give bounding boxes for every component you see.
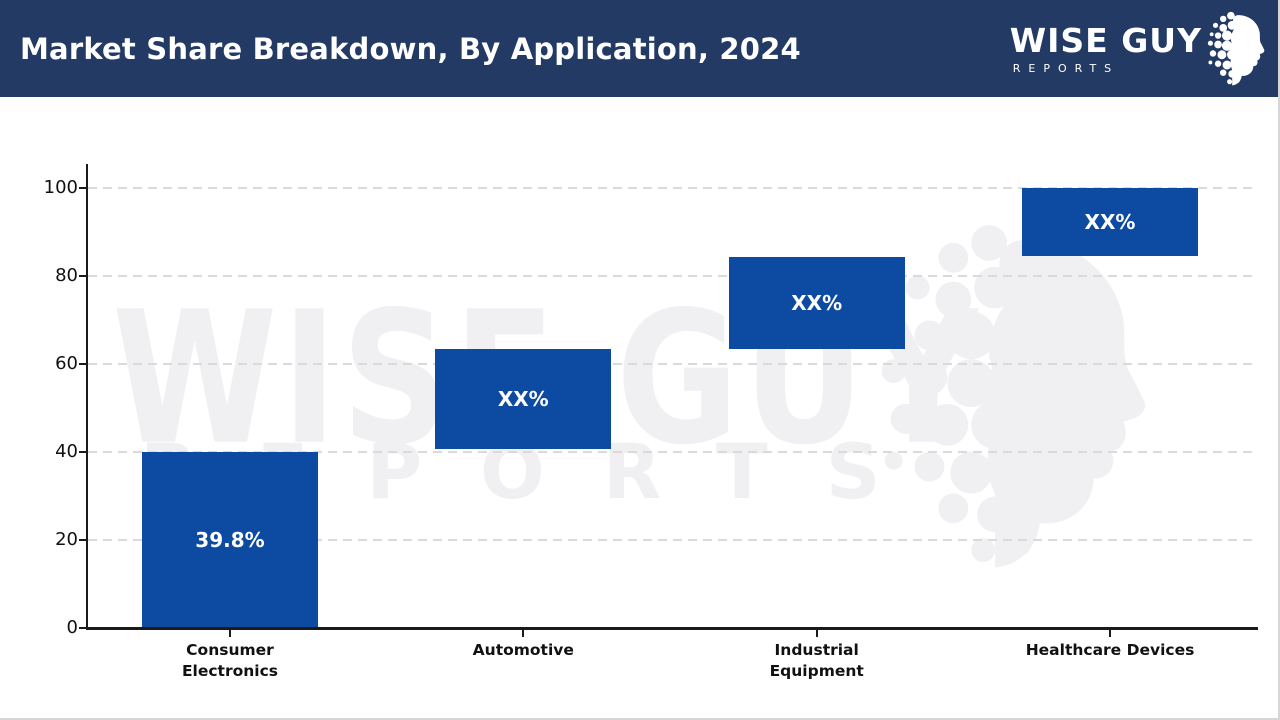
logo-text: WISE GUY REPORTS	[1009, 21, 1202, 76]
x-axis-line	[86, 627, 1258, 630]
y-tick-label-100: 100	[43, 176, 78, 198]
x-axis-label-automotive: Automotive	[472, 641, 574, 659]
y-tick-40	[79, 450, 86, 453]
bar-automotive	[435, 349, 612, 450]
x-tick-healthcare-devices	[1109, 630, 1111, 637]
y-axis-line	[86, 164, 88, 630]
gridline-20	[88, 538, 1258, 541]
x-tick-industrial-equipment	[815, 630, 818, 637]
gridline-80	[88, 274, 1258, 277]
wise-guy-reports-logo: WISE GUY REPORTS	[1010, 6, 1268, 92]
x-tick-consumer-electronics	[229, 630, 231, 637]
logo-name: WISE GUY	[1009, 21, 1202, 60]
x-axis-label-industrial-equipment: Industrial Equipment	[769, 641, 864, 680]
x-axis-label-healthcare-devices: Healthcare Devices	[1025, 641, 1195, 659]
bar-value-label-consumer-electronics: 39.8%	[195, 527, 265, 552]
y-tick-label-60: 60	[55, 352, 78, 374]
y-tick-100	[79, 186, 86, 189]
bar-value-label-automotive: XX%	[497, 387, 549, 412]
y-tick-80	[79, 274, 86, 277]
gridline-100	[88, 186, 1258, 189]
logo-head-dots-icon	[1207, 11, 1265, 86]
y-tick-0	[79, 626, 86, 629]
y-tick-label-0: 0	[66, 616, 78, 638]
bar-value-label-healthcare-devices: XX%	[1084, 209, 1136, 234]
gridline-60	[88, 362, 1258, 365]
header-bar: Market Share Breakdown, By Application, …	[0, 0, 1280, 97]
y-tick-20	[79, 538, 86, 541]
x-tick-automotive	[522, 630, 525, 637]
bar-value-label-industrial-equipment: XX%	[791, 291, 843, 315]
gridline-40	[88, 450, 1258, 453]
bar-industrial-equipment	[728, 256, 905, 350]
y-tick-60	[79, 362, 86, 365]
y-tick-label-20: 20	[55, 528, 78, 550]
y-tick-label-40: 40	[55, 440, 78, 462]
bar-consumer-electronics	[142, 452, 318, 628]
x-axis-label-consumer-electronics: Consumer Electronics	[181, 641, 279, 680]
logo-subtitle: REPORTS	[1012, 62, 1120, 75]
y-tick-label-80: 80	[55, 264, 78, 286]
chart-title: Market Share Breakdown, By Application, …	[20, 31, 801, 66]
